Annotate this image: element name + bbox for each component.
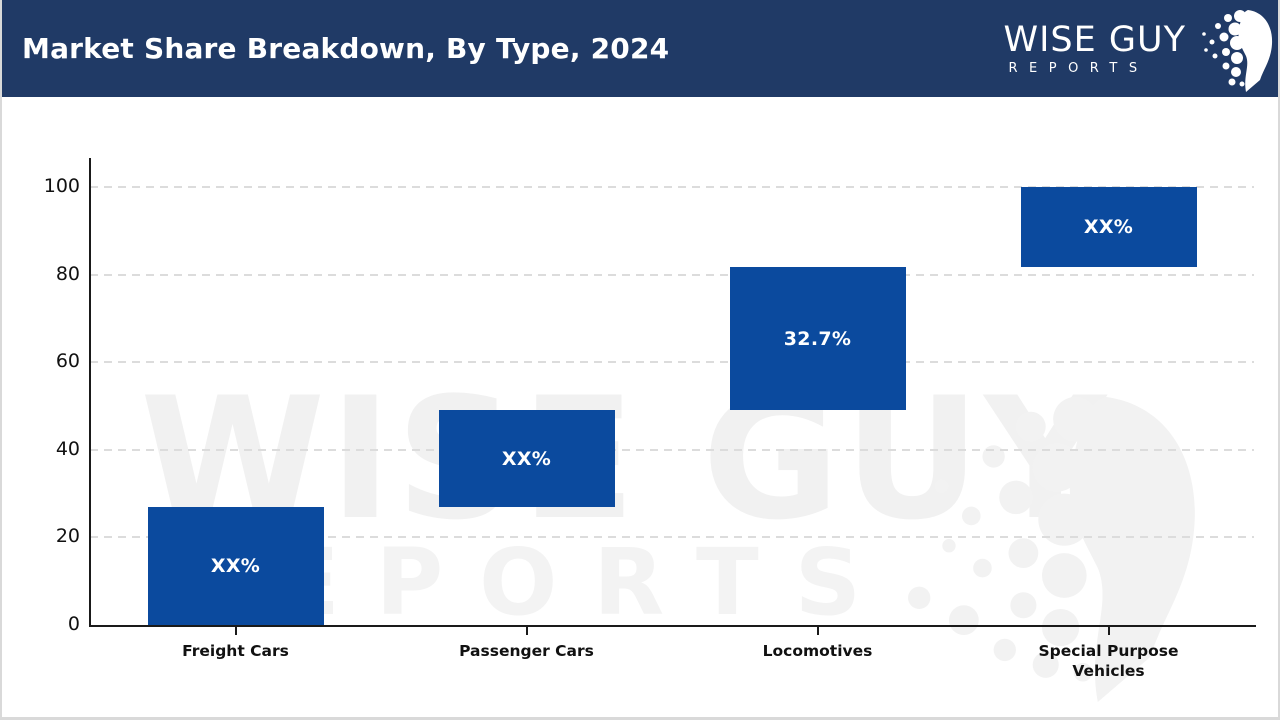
page-title: Market Share Breakdown, By Type, 2024 <box>22 32 670 65</box>
bar-value-label-locomotives: 32.7% <box>783 327 852 350</box>
gridline-40 <box>90 448 1254 451</box>
logo-subtext: REPORTS <box>1008 60 1149 76</box>
x-tick-special-purpose-vehicles <box>1107 627 1110 635</box>
gridline-100 <box>90 186 1254 188</box>
x-category-label-passenger-cars: Passenger Cars <box>459 642 594 660</box>
x-category-label-freight-cars: Freight Cars <box>182 642 289 660</box>
logo-wordmark: WISE GUY <box>1003 19 1186 60</box>
brand-logo: WISE GUY REPORTS <box>1003 0 1274 97</box>
bar-value-label-special-purpose-vehicles: XX% <box>1083 216 1134 239</box>
x-category-label-locomotives: Locomotives <box>762 642 873 660</box>
bar-passenger-cars: XX% <box>438 410 615 507</box>
gridline-80 <box>90 273 1254 276</box>
bar-locomotives: 32.7% <box>729 267 906 411</box>
y-tick-label-40: 40 <box>55 437 80 460</box>
x-axis-line <box>89 625 1256 627</box>
y-tick-label-20: 20 <box>55 525 80 548</box>
y-tick-label-0: 0 <box>67 613 80 635</box>
logo-text: WISE GUY REPORTS <box>1003 19 1186 76</box>
y-tick-label-100: 100 <box>43 175 80 197</box>
x-tick-locomotives <box>816 627 819 635</box>
gridline-20 <box>90 536 1254 539</box>
x-category-label-special-purpose-vehicles: Special Purpose Vehicles <box>1038 642 1179 681</box>
bar-freight-cars: XX% <box>147 506 324 625</box>
bar-special-purpose-vehicles: XX% <box>1020 187 1197 268</box>
y-axis-line <box>89 158 91 627</box>
header-bar: Market Share Breakdown, By Type, 2024 WI… <box>2 0 1278 97</box>
bar-value-label-freight-cars: XX% <box>210 554 261 577</box>
x-tick-freight-cars <box>234 627 237 635</box>
bar-value-label-passenger-cars: XX% <box>501 447 552 470</box>
y-tick-label-60: 60 <box>55 350 80 373</box>
gridline-60 <box>90 361 1254 364</box>
logo-face-icon <box>1202 9 1273 92</box>
y-tick-label-80: 80 <box>55 262 80 285</box>
x-tick-passenger-cars <box>525 627 528 635</box>
